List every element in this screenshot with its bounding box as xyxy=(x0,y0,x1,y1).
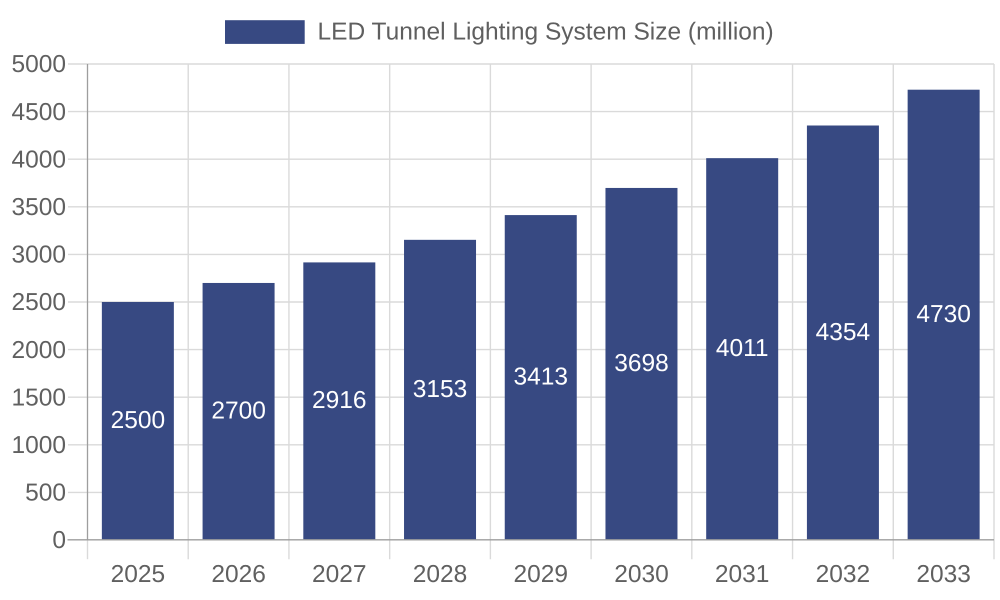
svg-text:3500: 3500 xyxy=(11,194,66,221)
svg-text:4500: 4500 xyxy=(11,99,66,126)
svg-text:2028: 2028 xyxy=(413,561,468,588)
svg-text:5000: 5000 xyxy=(11,51,66,78)
svg-text:2500: 2500 xyxy=(111,407,166,434)
svg-text:4000: 4000 xyxy=(11,146,66,173)
svg-text:4730: 4730 xyxy=(916,301,971,328)
svg-text:500: 500 xyxy=(25,480,66,507)
svg-text:0: 0 xyxy=(52,527,66,554)
svg-text:3153: 3153 xyxy=(413,376,468,403)
svg-text:2000: 2000 xyxy=(11,337,66,364)
svg-text:3413: 3413 xyxy=(513,364,568,391)
svg-text:2916: 2916 xyxy=(312,387,367,414)
svg-text:2032: 2032 xyxy=(816,561,871,588)
svg-text:LED Tunnel Lighting System Siz: LED Tunnel Lighting System Size (million… xyxy=(318,19,774,46)
svg-text:2033: 2033 xyxy=(916,561,971,588)
svg-text:1000: 1000 xyxy=(11,432,66,459)
svg-text:3000: 3000 xyxy=(11,242,66,269)
svg-text:2031: 2031 xyxy=(715,561,770,588)
svg-text:2027: 2027 xyxy=(312,561,367,588)
svg-text:1500: 1500 xyxy=(11,384,66,411)
svg-text:2700: 2700 xyxy=(211,397,266,424)
svg-text:3698: 3698 xyxy=(614,350,669,377)
svg-text:4011: 4011 xyxy=(716,335,769,362)
svg-text:4354: 4354 xyxy=(816,319,871,346)
svg-text:2026: 2026 xyxy=(211,561,266,588)
svg-text:2029: 2029 xyxy=(513,561,568,588)
svg-text:2025: 2025 xyxy=(111,561,166,588)
svg-text:2500: 2500 xyxy=(11,289,66,316)
svg-text:2030: 2030 xyxy=(614,561,669,588)
